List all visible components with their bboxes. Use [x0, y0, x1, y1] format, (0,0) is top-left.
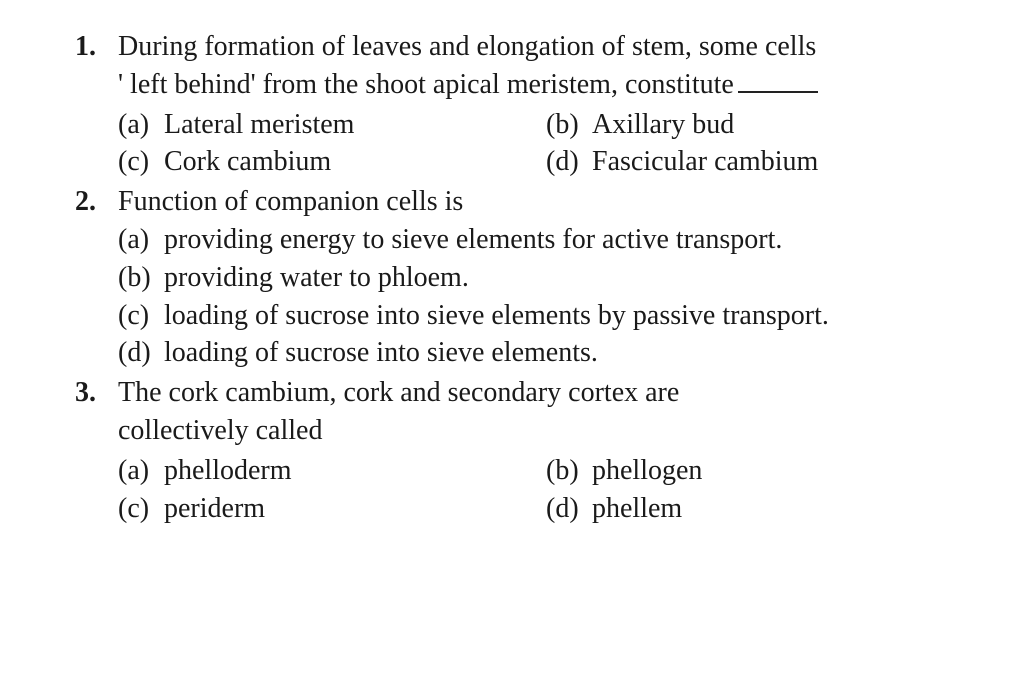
option-text: loading of sucrose into sieve elements.	[164, 334, 974, 372]
question-number: 3.	[40, 374, 118, 412]
fill-in-blank	[738, 91, 818, 93]
option-label: (a)	[118, 106, 164, 144]
option[interactable]: (b) providing water to phloem.	[118, 259, 974, 297]
option-label: (c)	[118, 143, 164, 181]
question-number: 2.	[40, 183, 118, 221]
question-body: Function of companion cells is (a) provi…	[118, 183, 974, 372]
option-label: (b)	[118, 259, 164, 297]
option-text: phellem	[592, 490, 974, 528]
option-label: (a)	[118, 221, 164, 259]
question-text-fragment: ' left behind' from the shoot apical mer…	[118, 69, 734, 100]
question-text-line: Function of companion cells is	[118, 183, 974, 221]
option-text: Axillary bud	[592, 106, 974, 144]
question-body: During formation of leaves and elongatio…	[118, 28, 974, 181]
option-label: (c)	[118, 490, 164, 528]
option-text: Lateral meristem	[164, 106, 546, 144]
option[interactable]: (c) Cork cambium	[118, 143, 546, 181]
option[interactable]: (b) phellogen	[546, 452, 974, 490]
question-text-line: The cork cambium, cork and secondary cor…	[118, 374, 974, 412]
option[interactable]: (c) periderm	[118, 490, 546, 528]
option-label: (c)	[118, 297, 164, 335]
question-number: 1.	[40, 28, 118, 66]
option-text: providing water to phloem.	[164, 259, 974, 297]
options-group: (a) providing energy to sieve elements f…	[118, 221, 974, 372]
question-block: 1. During formation of leaves and elonga…	[40, 28, 974, 181]
option[interactable]: (a) providing energy to sieve elements f…	[118, 221, 974, 259]
option-label: (a)	[118, 452, 164, 490]
option-text: providing energy to sieve elements for a…	[164, 221, 974, 259]
question-block: 2. Function of companion cells is (a) pr…	[40, 183, 974, 372]
question-text-line: During formation of leaves and elongatio…	[118, 28, 974, 66]
question-block: 3. The cork cambium, cork and secondary …	[40, 374, 974, 527]
options-group: (a) phelloderm (b) phellogen (c) perider…	[118, 452, 974, 528]
option-text: phellogen	[592, 452, 974, 490]
option-label: (d)	[118, 334, 164, 372]
option[interactable]: (c) loading of sucrose into sieve elemen…	[118, 297, 974, 335]
option[interactable]: (b) Axillary bud	[546, 106, 974, 144]
option-text: loading of sucrose into sieve elements b…	[164, 297, 974, 335]
question-text-line: collectively called	[118, 412, 974, 450]
option[interactable]: (d) Fascicular cambium	[546, 143, 974, 181]
option-text: Cork cambium	[164, 143, 546, 181]
option-label: (b)	[546, 452, 592, 490]
option-label: (b)	[546, 106, 592, 144]
option-label: (d)	[546, 490, 592, 528]
option-text: periderm	[164, 490, 546, 528]
option[interactable]: (a) phelloderm	[118, 452, 546, 490]
question-text-line: ' left behind' from the shoot apical mer…	[118, 66, 974, 104]
question-body: The cork cambium, cork and secondary cor…	[118, 374, 974, 527]
option-text: Fascicular cambium	[592, 143, 974, 181]
option[interactable]: (d) loading of sucrose into sieve elemen…	[118, 334, 974, 372]
options-group: (a) Lateral meristem (b) Axillary bud (c…	[118, 106, 974, 182]
option-label: (d)	[546, 143, 592, 181]
option[interactable]: (a) Lateral meristem	[118, 106, 546, 144]
option-text: phelloderm	[164, 452, 546, 490]
option[interactable]: (d) phellem	[546, 490, 974, 528]
exam-page: 1. During formation of leaves and elonga…	[0, 0, 1024, 549]
